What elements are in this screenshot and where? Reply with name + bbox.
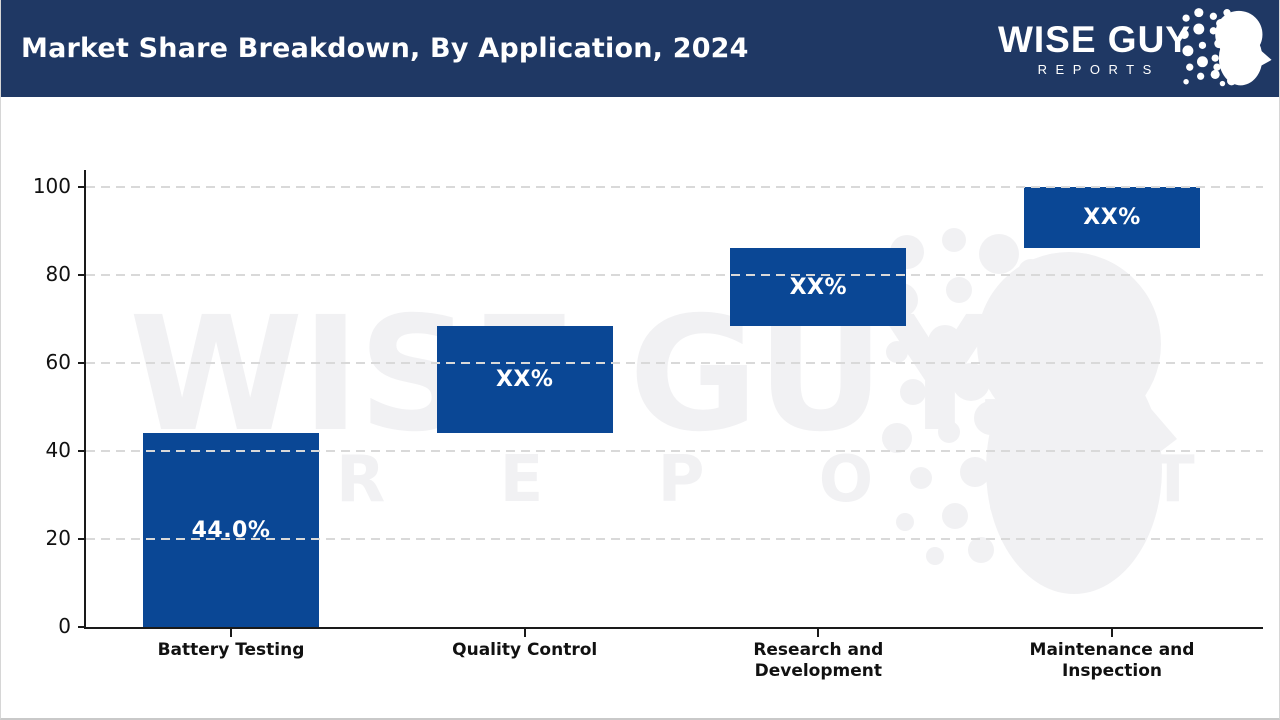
bar-quality-control: XX% [436,326,613,434]
logo-text: WISE GUY REPORTS [998,21,1191,77]
y-tick-mark-0 [78,626,86,628]
gridline-100 [86,186,1263,188]
gridline-80 [86,274,1263,276]
y-axis-line [84,170,86,629]
y-tick-mark-20 [78,538,86,540]
bar-battery-testing: 44.0% [143,433,319,627]
y-tick-label-40: 40 [45,438,71,462]
gridline-40 [86,450,1263,452]
logo-wiseguy-label: WISE GUY [997,18,1191,60]
x-axis-line [84,627,1263,629]
gridline-60 [86,362,1263,364]
y-tick-mark-40 [78,450,86,452]
header-bar: Market Share Breakdown, By Application, … [1,0,1279,97]
bar-value-label-research-and-development: XX% [789,274,848,300]
x-tick-mark-maintenance-and-inspection [1111,629,1113,637]
x-category-label-quality-control: Quality Control [452,640,598,660]
y-tick-label-0: 0 [58,614,71,638]
wise-guy-logo: WISE GUY REPORTS [998,2,1277,95]
page-title: Market Share Breakdown, By Application, … [21,33,749,64]
y-tick-label-100: 100 [32,174,71,198]
x-category-label-research-and-development: Research and Development [753,640,884,682]
y-tick-mark-60 [78,362,86,364]
gridline-20 [86,538,1263,540]
bar-value-label-quality-control: XX% [495,367,554,393]
watermark-face-icon [882,228,1177,594]
wise-guy-face-icon [1179,7,1272,86]
y-tick-label-20: 20 [45,526,71,550]
bar-maintenance-and-inspection: XX% [1024,187,1200,249]
x-category-label-battery-testing: Battery Testing [157,640,305,660]
bar-research-and-development: XX% [730,248,907,327]
logo-reports-label: REPORTS [1037,61,1160,77]
x-category-label-maintenance-and-inspection: Maintenance and Inspection [1029,640,1195,682]
y-tick-label-80: 80 [45,262,71,286]
y-tick-label-60: 60 [45,350,71,374]
y-tick-mark-100 [78,186,86,188]
bar-value-label-maintenance-and-inspection: XX% [1083,205,1141,231]
x-tick-mark-battery-testing [230,629,232,637]
x-tick-mark-research-and-development [817,629,820,637]
y-tick-mark-80 [78,274,86,276]
x-tick-mark-quality-control [523,629,526,637]
